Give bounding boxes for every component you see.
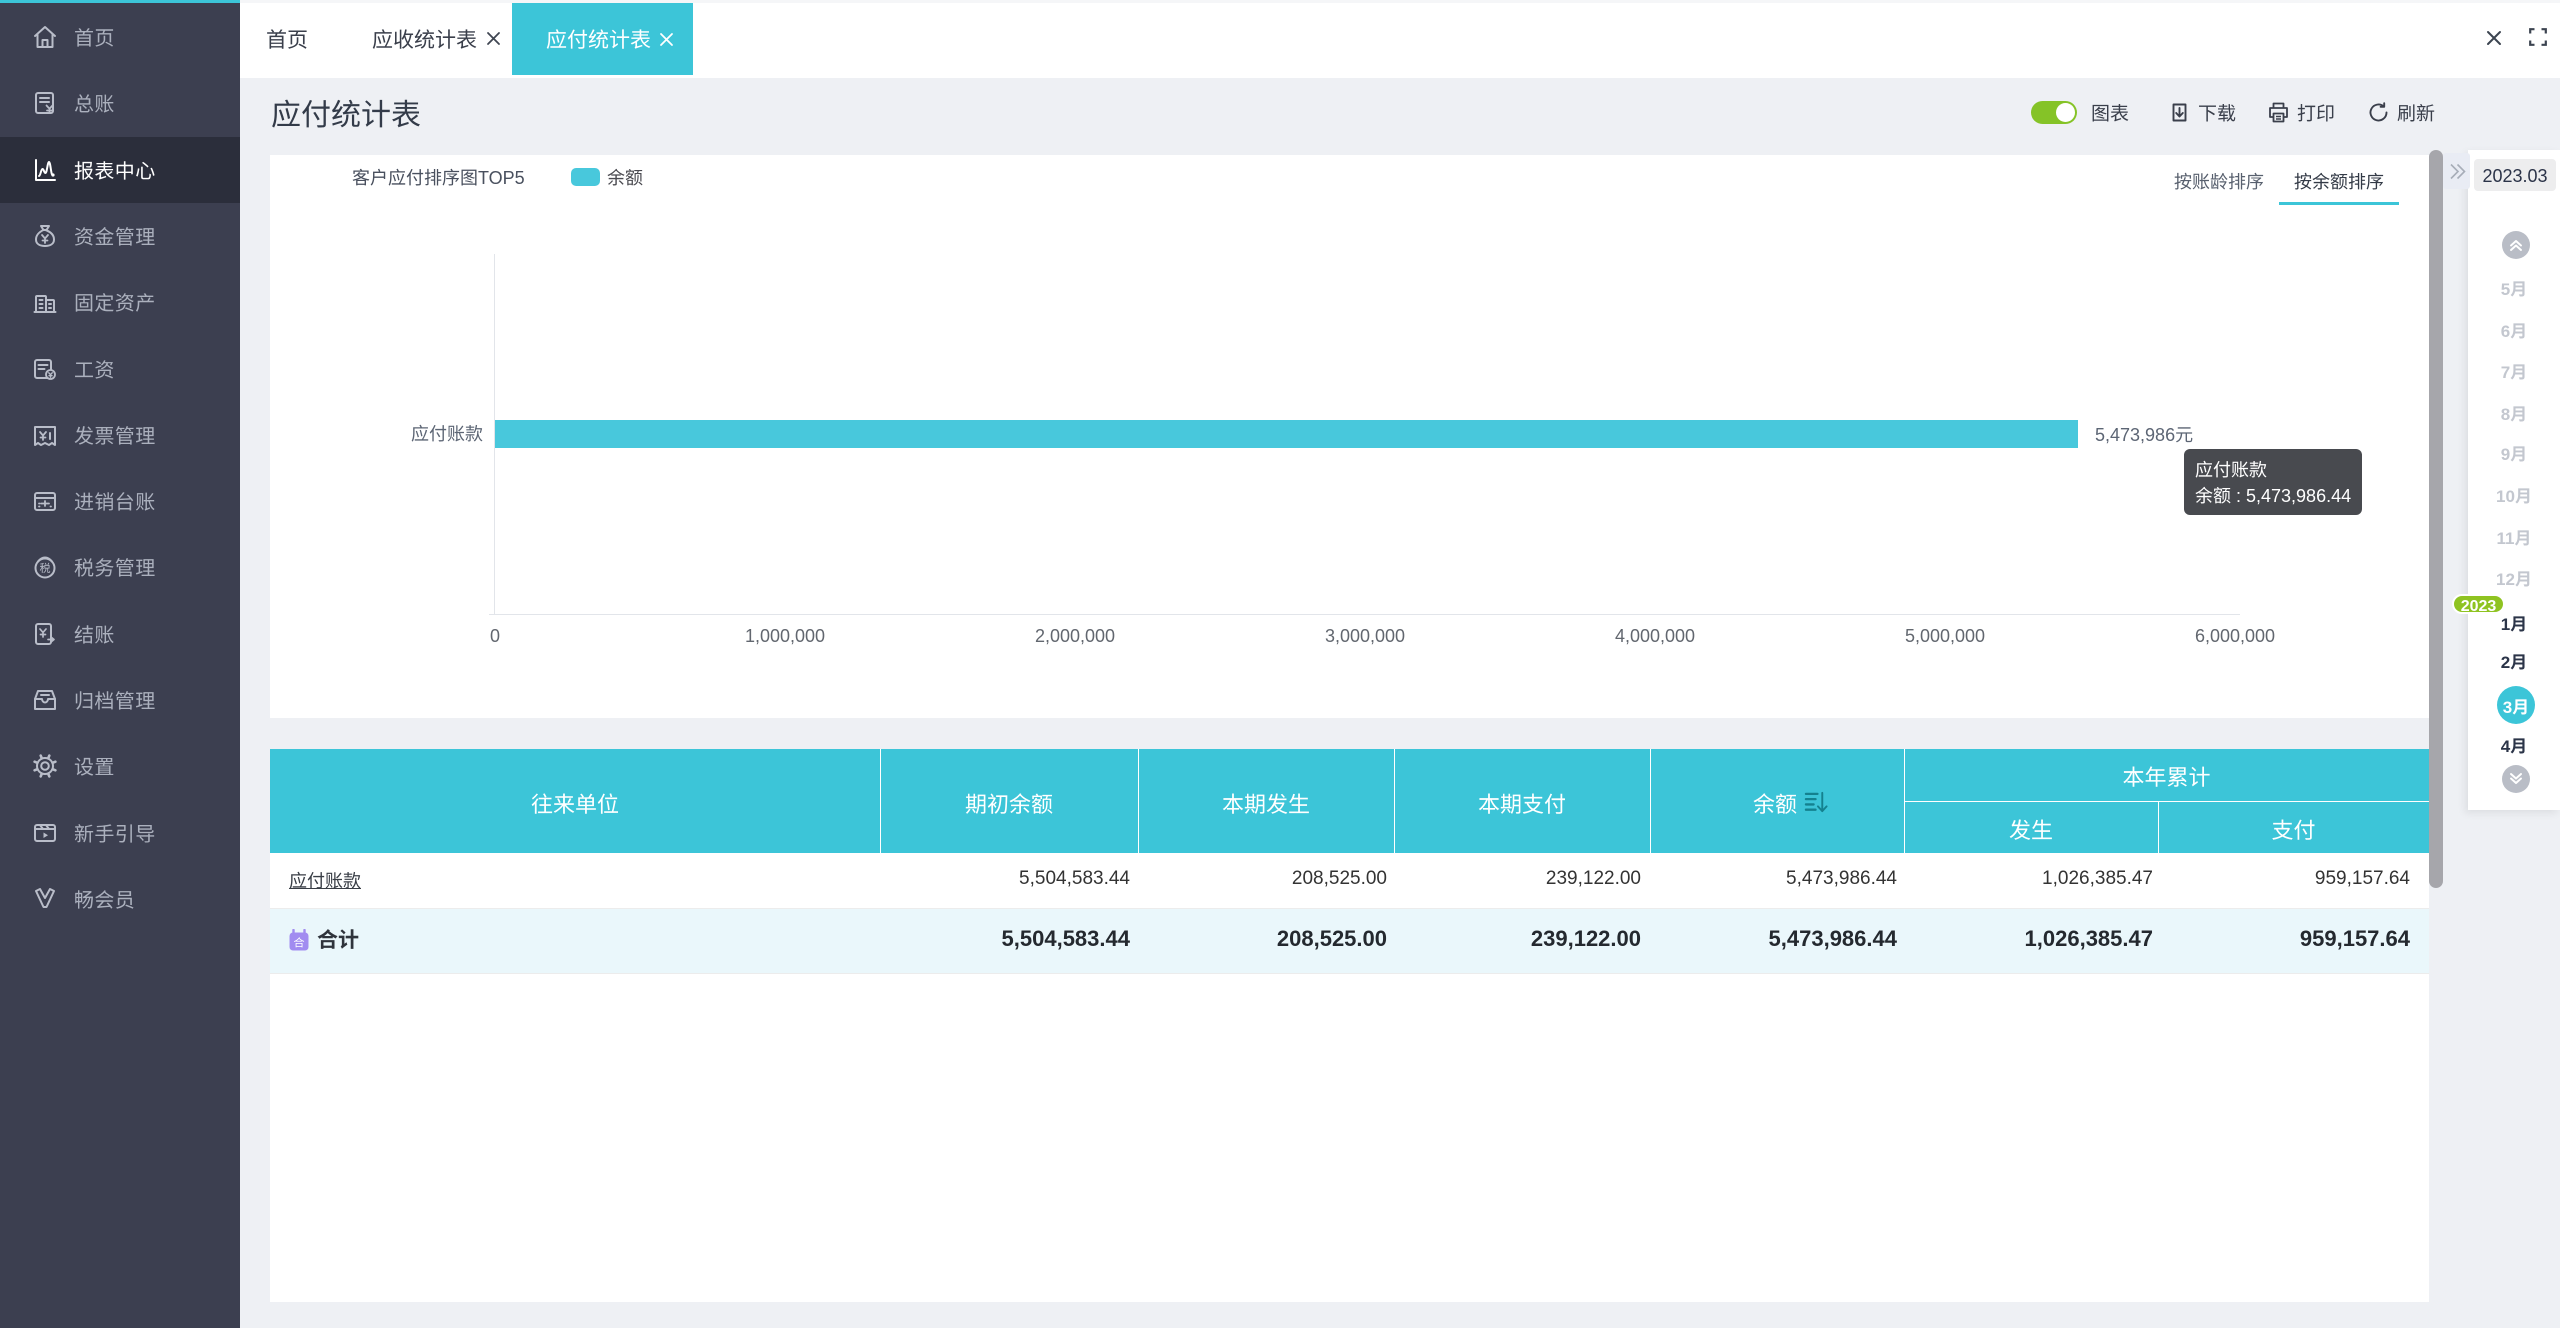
svg-text:税: 税 [40, 560, 51, 576]
svg-text:合: 合 [294, 935, 305, 951]
